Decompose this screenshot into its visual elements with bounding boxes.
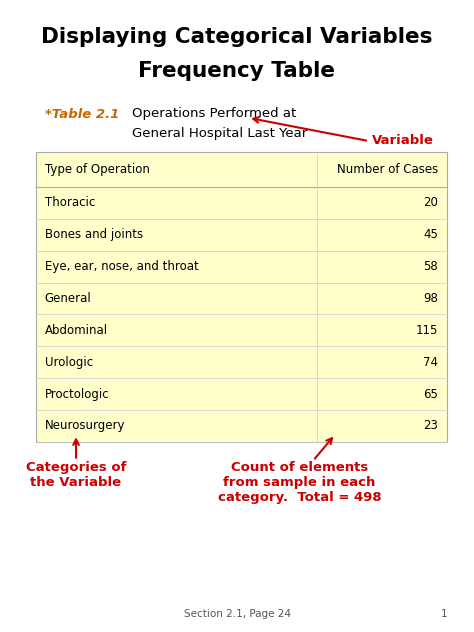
Text: 58: 58 bbox=[423, 260, 438, 273]
Text: Section 2.1, Page 24: Section 2.1, Page 24 bbox=[183, 609, 291, 619]
Text: Categories of
the Variable: Categories of the Variable bbox=[26, 461, 126, 489]
Text: Proctologic: Proctologic bbox=[45, 387, 109, 401]
Text: Type of Operation: Type of Operation bbox=[45, 163, 150, 176]
Text: General Hospital Last Year: General Hospital Last Year bbox=[132, 127, 307, 140]
Text: Eye, ear, nose, and throat: Eye, ear, nose, and throat bbox=[45, 260, 199, 273]
Text: Displaying Categorical Variables: Displaying Categorical Variables bbox=[41, 27, 433, 47]
Text: Variable: Variable bbox=[372, 133, 433, 147]
Text: Bones and joints: Bones and joints bbox=[45, 228, 143, 241]
Text: Thoracic: Thoracic bbox=[45, 197, 95, 209]
Text: Operations Performed at: Operations Performed at bbox=[132, 107, 296, 120]
Text: 65: 65 bbox=[423, 387, 438, 401]
Text: 115: 115 bbox=[416, 324, 438, 337]
Bar bbox=[36, 152, 447, 442]
Text: Frequency Table: Frequency Table bbox=[138, 61, 336, 81]
Text: 98: 98 bbox=[423, 292, 438, 305]
Text: Number of Cases: Number of Cases bbox=[337, 163, 438, 176]
Text: 20: 20 bbox=[423, 197, 438, 209]
Text: Neurosurgery: Neurosurgery bbox=[45, 420, 125, 432]
Text: 45: 45 bbox=[423, 228, 438, 241]
Text: Urologic: Urologic bbox=[45, 356, 93, 368]
Text: General: General bbox=[45, 292, 91, 305]
Text: 1: 1 bbox=[440, 609, 447, 619]
Text: Count of elements
from sample in each
category.  Total = 498: Count of elements from sample in each ca… bbox=[218, 461, 382, 504]
Text: *Table 2.1: *Table 2.1 bbox=[45, 108, 119, 121]
Text: Abdominal: Abdominal bbox=[45, 324, 108, 337]
Text: 74: 74 bbox=[423, 356, 438, 368]
Text: 23: 23 bbox=[423, 420, 438, 432]
